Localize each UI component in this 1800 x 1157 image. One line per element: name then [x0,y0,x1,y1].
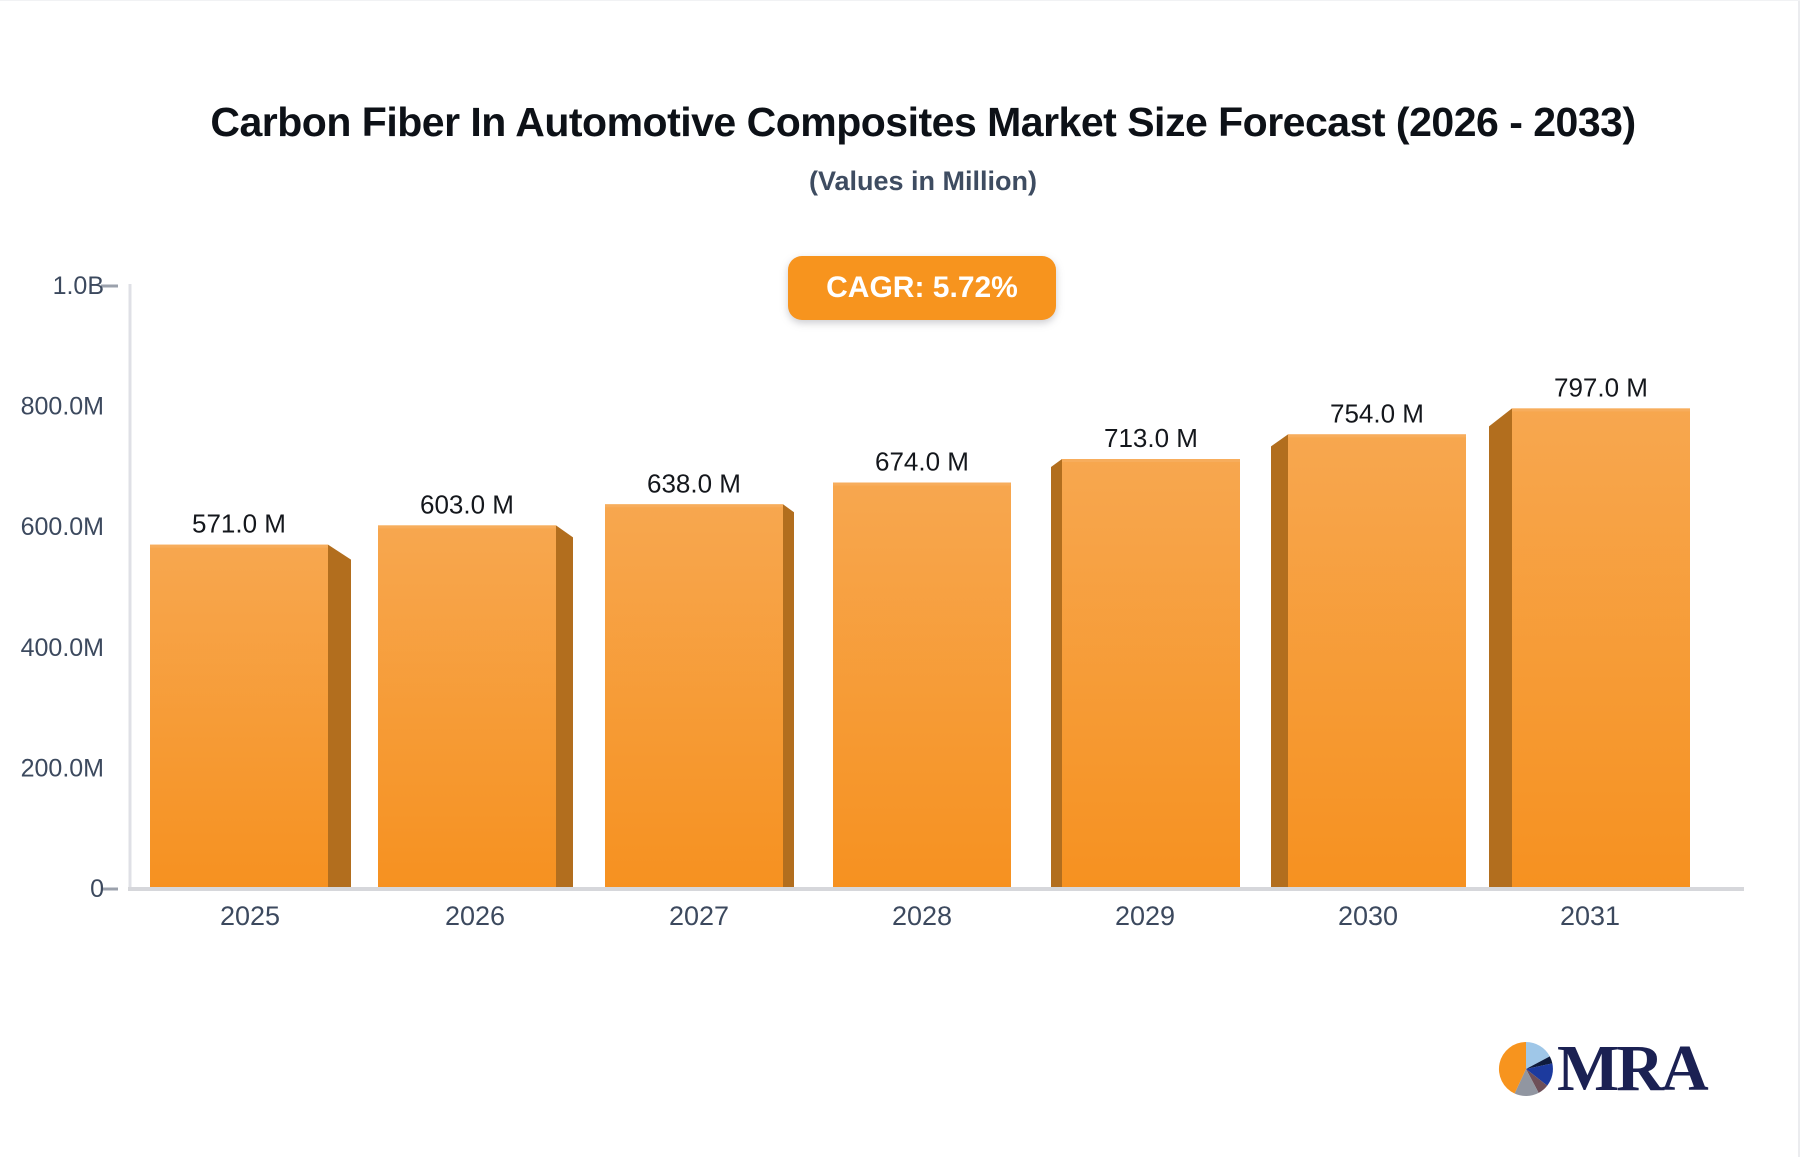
bar-top-edge [150,544,328,548]
bar-value-label: 603.0 M [420,489,514,519]
mra-logo: MRA [1498,1032,1709,1105]
x-axis-label: 2031 [1560,901,1620,931]
bar-3d-side [1271,434,1288,889]
cagr-badge: CAGR: 5.72% [788,256,1056,320]
x-axis-label: 2030 [1338,901,1398,931]
x-axis-label: 2025 [220,901,280,931]
mra-pie-icon [1498,1042,1553,1097]
chart-title: Carbon Fiber In Automotive Composites Ma… [210,99,1636,145]
bar-2026[interactable] [378,525,573,889]
y-axis-label: 0 [90,875,104,903]
y-axis-label: 400.0M [21,634,104,662]
bar-2029[interactable] [1051,459,1240,889]
bar-top-edge [605,504,783,508]
x-axis-label: 2027 [669,901,729,931]
bar-value-label: 674.0 M [875,447,969,477]
bar-2031[interactable] [1489,408,1690,889]
x-axis-label: 2026 [445,901,505,931]
bar-face [1512,408,1690,889]
bar-3d-side [1051,459,1062,889]
bar-value-label: 713.0 M [1104,423,1198,453]
bar-face [605,504,783,889]
y-axis-label: 1.0B [53,272,104,300]
y-axis-label: 200.0M [21,754,104,782]
bar-2027[interactable] [605,504,794,889]
bar-2030[interactable] [1271,434,1466,889]
bar-3d-side [783,504,794,889]
y-axis-label: 800.0M [21,393,104,421]
bar-face [1062,459,1240,889]
bar-value-label: 754.0 M [1330,398,1424,428]
y-axis-label: 600.0M [21,513,104,541]
bar-2028[interactable] [833,482,1011,889]
bar-3d-side [328,544,351,889]
bar-top-edge [1288,434,1466,438]
bar-value-label: 638.0 M [647,468,741,498]
bar-top-edge [833,482,1011,486]
chart-subtitle: (Values in Million) [808,166,1038,196]
bar-top-edge [378,525,556,529]
bar-top-edge [1512,408,1690,412]
bar-3d-side [556,525,573,889]
bar-face [150,544,328,889]
x-axis-label: 2028 [892,901,952,931]
bar-3d-side [1489,408,1512,889]
bar-face [833,482,1011,889]
bar-value-label: 571.0 M [192,509,286,539]
bar-top-edge [1062,459,1240,463]
bar-face [378,525,556,889]
bar-face [1288,434,1466,889]
bar-2025[interactable] [150,544,351,889]
x-axis-label: 2029 [1115,901,1175,931]
bar-value-label: 797.0 M [1554,372,1648,402]
mra-logo-text: MRA [1557,1032,1709,1105]
